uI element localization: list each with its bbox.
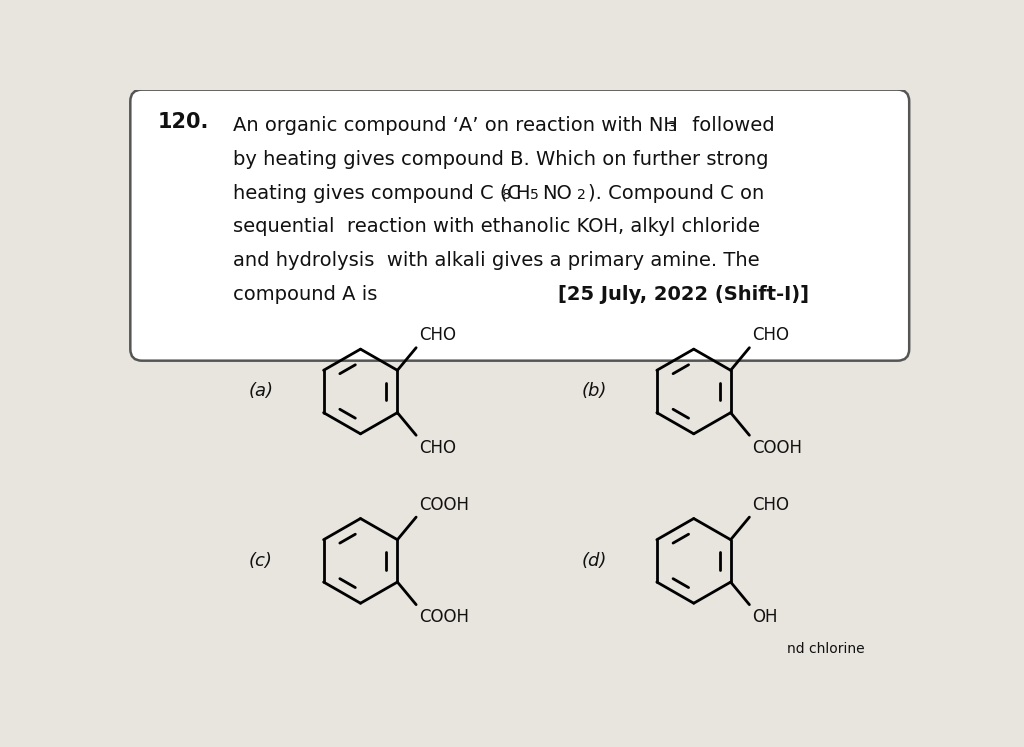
Text: (d): (d) [582, 552, 607, 570]
Text: heating gives compound C (C: heating gives compound C (C [232, 184, 520, 202]
Text: and hydrolysis  with alkali gives a primary amine. The: and hydrolysis with alkali gives a prima… [232, 251, 759, 270]
Text: An organic compound ‘A’ on reaction with NH: An organic compound ‘A’ on reaction with… [232, 116, 678, 134]
Text: sequential  reaction with ethanolic KOH, alkyl chloride: sequential reaction with ethanolic KOH, … [232, 217, 760, 237]
Text: COOH: COOH [419, 495, 469, 513]
Text: compound A is: compound A is [232, 285, 377, 304]
Text: NO: NO [543, 184, 572, 202]
Text: COOH: COOH [753, 438, 803, 457]
Text: 3: 3 [669, 120, 677, 134]
Text: COOH: COOH [419, 608, 469, 626]
Text: CHO: CHO [419, 326, 456, 344]
Text: CHO: CHO [753, 326, 790, 344]
Text: 5: 5 [530, 188, 539, 202]
Text: (b): (b) [582, 382, 607, 400]
Text: CHO: CHO [419, 438, 456, 457]
FancyBboxPatch shape [130, 90, 909, 361]
Text: 2: 2 [577, 188, 586, 202]
Text: [25 July, 2022 (Shift-I)]: [25 July, 2022 (Shift-I)] [558, 285, 809, 304]
Text: 120.: 120. [158, 112, 209, 132]
Text: OH: OH [753, 608, 778, 626]
Text: 8: 8 [503, 188, 511, 202]
Text: nd chlorine: nd chlorine [786, 642, 864, 656]
Text: followed: followed [686, 116, 774, 134]
Text: by heating gives compound B. Which on further strong: by heating gives compound B. Which on fu… [232, 149, 768, 169]
Text: CHO: CHO [753, 495, 790, 513]
Text: (c): (c) [248, 552, 272, 570]
Text: ). Compound C on: ). Compound C on [588, 184, 764, 202]
Text: (a): (a) [248, 382, 273, 400]
Text: H: H [515, 184, 529, 202]
